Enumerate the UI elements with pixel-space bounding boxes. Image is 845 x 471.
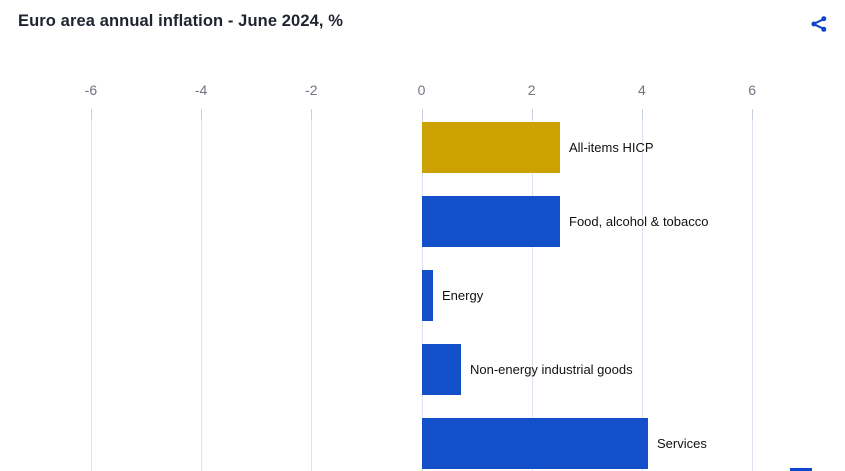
gridline-x--4 xyxy=(201,109,203,471)
chart-title: Euro area annual inflation - June 2024, … xyxy=(18,12,344,30)
axis-tick-x-6 xyxy=(752,109,754,120)
axis-tick-x--6 xyxy=(90,109,92,120)
axis-tick-label-x-2: 2 xyxy=(527,82,536,98)
bar-label-services: Services xyxy=(657,436,707,451)
partial-button-strip[interactable] xyxy=(790,468,812,471)
axis-tick-x-4 xyxy=(641,109,643,120)
axis-tick-x-2 xyxy=(531,109,533,120)
bar-label-food-alcohol-tobacco: Food, alcohol & tobacco xyxy=(569,214,709,229)
gridline-x--6 xyxy=(90,109,92,471)
bar-food-alcohol-tobacco[interactable] xyxy=(422,196,560,247)
axis-tick-x--4 xyxy=(201,109,203,120)
gridline-x--2 xyxy=(311,109,313,471)
axis-tick-label-x--6: -6 xyxy=(84,82,98,98)
bar-services[interactable] xyxy=(422,418,648,469)
axis-tick-label-x-4: 4 xyxy=(637,82,646,98)
bar-label-non-energy-industrial-goods: Non-energy industrial goods xyxy=(470,362,633,377)
bar-label-energy: Energy xyxy=(442,288,484,303)
bar-non-energy-industrial-goods[interactable] xyxy=(422,344,461,395)
bar-all-items-hicp[interactable] xyxy=(422,122,560,173)
axis-tick-x-0 xyxy=(421,109,423,120)
axis-tick-label-x-0: 0 xyxy=(417,82,426,98)
axis-tick-x--2 xyxy=(311,109,313,120)
axis-tick-label-x--4: -4 xyxy=(194,82,208,98)
gridline-x-2 xyxy=(531,109,533,471)
axis-tick-label-x-6: 6 xyxy=(748,82,756,98)
bar-energy[interactable] xyxy=(422,270,433,321)
share-button[interactable] xyxy=(805,10,833,38)
bar-label-all-items-hicp: All-items HICP xyxy=(569,140,654,155)
gridline-x-4 xyxy=(641,109,643,471)
gridline-x-6 xyxy=(752,109,754,471)
axis-tick-label-x--2: -2 xyxy=(305,82,318,98)
share-icon xyxy=(811,16,827,32)
